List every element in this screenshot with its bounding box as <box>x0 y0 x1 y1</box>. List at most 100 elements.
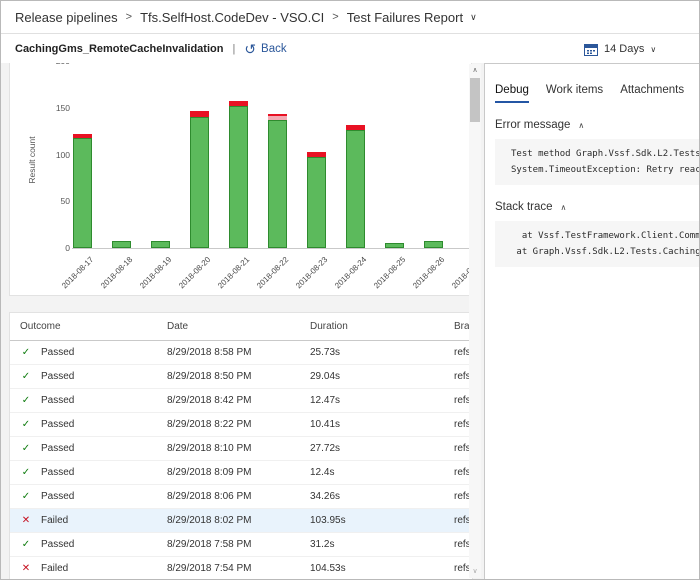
outcome-cell: ✓ Passed <box>20 347 167 358</box>
bar-segment-failed[interactable] <box>72 134 92 138</box>
table-row[interactable]: ✓ Passed 8/29/2018 8:10 PM 27.72s refs/ <box>10 437 472 461</box>
y-tick-label: 50 <box>60 196 70 207</box>
x-tick-label: 2018-08-17 <box>60 255 96 291</box>
outcome-label: Passed <box>41 467 75 478</box>
outcome-cell: ✓ Passed <box>20 539 167 550</box>
outcome-label: Passed <box>41 539 75 550</box>
x-icon: ✕ <box>21 515 31 526</box>
scrollbar-thumb[interactable] <box>470 78 480 122</box>
results-pane: Result count 0501001502002018-08-172018-… <box>1 63 484 579</box>
duration-cell: 104.53s <box>310 563 346 574</box>
x-tick-label: 2018-08-20 <box>177 255 213 291</box>
y-tick-label: 100 <box>55 149 70 160</box>
x-tick-label: 2018-08-21 <box>216 255 252 291</box>
breadcrumb-item[interactable]: Tfs.SelfHost.CodeDev - VSO.CI <box>140 9 325 25</box>
x-tick-label: 2018-08-19 <box>138 255 174 291</box>
column-header-duration[interactable]: Duration <box>310 321 348 332</box>
date-cell: 8/29/2018 8:50 PM <box>167 371 252 382</box>
back-button[interactable]: ↺ Back <box>244 42 286 56</box>
section-title: Stack trace <box>495 201 553 213</box>
duration-cell: 27.72s <box>310 443 341 454</box>
duration-cell: 12.4s <box>310 467 335 478</box>
y-tick-label: 0 <box>65 243 70 253</box>
outcome-label: Passed <box>41 491 75 502</box>
table-row[interactable]: ✓ Passed 8/29/2018 8:22 PM 10.41s refs/ <box>10 413 472 437</box>
table-row[interactable]: ✓ Passed 8/29/2018 8:50 PM 29.04s refs/ <box>10 365 472 389</box>
date-cell: 8/29/2018 8:02 PM <box>167 515 252 526</box>
bar-segment-passed[interactable] <box>345 130 365 248</box>
breadcrumb-item[interactable]: Test Failures Report <box>346 9 464 25</box>
column-header-outcome[interactable]: Outcome <box>20 321 61 332</box>
outcome-label: Passed <box>41 395 75 406</box>
branch-cell: refs/ <box>454 443 473 454</box>
duration-cell: 31.2s <box>310 539 335 550</box>
vertical-scrollbar[interactable]: ∧ ∨ <box>469 64 481 578</box>
check-icon: ✓ <box>21 347 31 358</box>
date-cell: 8/29/2018 7:58 PM <box>167 539 252 550</box>
bar-segment-passed[interactable] <box>150 241 170 248</box>
column-header-date[interactable]: Date <box>167 321 189 332</box>
table-row[interactable]: ✓ Passed 8/29/2018 7:58 PM 31.2s refs/ <box>10 533 472 557</box>
bar-segment-failed[interactable] <box>267 114 287 116</box>
date-range-label: 14 Days <box>604 43 645 55</box>
bar-segment-passed[interactable] <box>384 243 404 248</box>
check-icon: ✓ <box>21 539 31 550</box>
x-tick-label: 2018-08-25 <box>372 255 408 291</box>
branch-cell: refs/ <box>454 419 473 430</box>
branch-cell: refs/ <box>454 467 473 478</box>
y-tick-label: 200 <box>38 63 70 66</box>
outcome-cell: ✕ Failed <box>20 515 167 526</box>
bar-segment-failed[interactable] <box>345 125 365 130</box>
outcome-cell: ✓ Passed <box>20 371 167 382</box>
bar-segment-passed[interactable] <box>72 138 92 248</box>
scroll-down-icon[interactable]: ∨ <box>472 568 478 575</box>
chevron-up-icon[interactable]: ∧ <box>560 202 567 212</box>
outcome-label: Passed <box>41 371 75 382</box>
breadcrumb-item[interactable]: Release pipelines <box>15 9 118 25</box>
chart-plot: 0501001502002018-08-172018-08-182018-08-… <box>10 63 471 295</box>
chart-card: Result count 0501001502002018-08-172018-… <box>9 63 472 296</box>
section-heading-error-message[interactable]: Error message ∧ <box>495 119 699 131</box>
outcome-label: Failed <box>41 515 69 526</box>
date-cell: 8/29/2018 8:10 PM <box>167 443 252 454</box>
bar-segment-aborted[interactable] <box>267 116 287 120</box>
table-row[interactable]: ✓ Passed 8/29/2018 8:58 PM 25.73s refs/ <box>10 341 472 365</box>
bar-segment-failed[interactable] <box>228 101 248 106</box>
bar-segment-passed[interactable] <box>423 241 443 248</box>
table-row[interactable]: ✓ Passed 8/29/2018 8:42 PM 12.47s refs/ <box>10 389 472 413</box>
tab-debug[interactable]: Debug <box>495 84 529 103</box>
check-icon: ✓ <box>21 467 31 478</box>
toolbar: CachingGms_RemoteCacheInvalidation | ↺ B… <box>1 35 699 63</box>
bar-segment-passed[interactable] <box>228 106 248 248</box>
bar-segment-failed[interactable] <box>306 152 326 157</box>
bar-segment-passed[interactable] <box>189 117 209 248</box>
bar-segment-failed[interactable] <box>189 111 209 117</box>
table-row[interactable]: ✕ Failed 8/29/2018 8:02 PM 103.95s refs/ <box>10 509 472 533</box>
bar-segment-passed[interactable] <box>267 120 287 248</box>
scroll-up-icon[interactable]: ∧ <box>472 67 478 74</box>
detail-panel: Debug Work items Attachments Error message… <box>484 63 699 579</box>
tab-work-items[interactable]: Work items <box>545 84 604 96</box>
x-tick-label: 2018-08-18 <box>99 255 135 291</box>
x-icon: ✕ <box>21 563 31 574</box>
x-tick-label: 2018-08-24 <box>333 255 369 291</box>
undo-back-icon: ↺ <box>244 41 257 57</box>
tab-attachments[interactable]: Attachments <box>620 84 685 96</box>
column-header-branch[interactable]: Branch <box>454 321 472 332</box>
outcome-cell: ✓ Passed <box>20 491 167 502</box>
section-title: Error message <box>495 119 571 131</box>
bar-segment-passed[interactable] <box>111 241 131 248</box>
table-row[interactable]: ✓ Passed 8/29/2018 8:09 PM 12.4s refs/ <box>10 461 472 485</box>
chevron-up-icon[interactable]: ∧ <box>578 120 585 130</box>
section-heading-stack-trace[interactable]: Stack trace ∧ <box>495 201 699 213</box>
bar-segment-passed[interactable] <box>306 157 326 248</box>
date-range-dropdown[interactable]: 14 Days ∨ <box>584 35 656 63</box>
chevron-down-icon[interactable]: ∨ <box>470 11 477 22</box>
table-row[interactable]: ✕ Failed 8/29/2018 7:54 PM 104.53s refs/ <box>10 557 472 579</box>
breadcrumb-separator: > <box>125 11 133 23</box>
x-tick-label: 2018-08-26 <box>411 255 447 291</box>
table-row[interactable]: ✓ Passed 8/29/2018 8:06 PM 34.26s refs/ <box>10 485 472 509</box>
date-cell: 8/29/2018 7:54 PM <box>167 563 252 574</box>
x-tick-label: 2018-08-22 <box>255 255 291 291</box>
